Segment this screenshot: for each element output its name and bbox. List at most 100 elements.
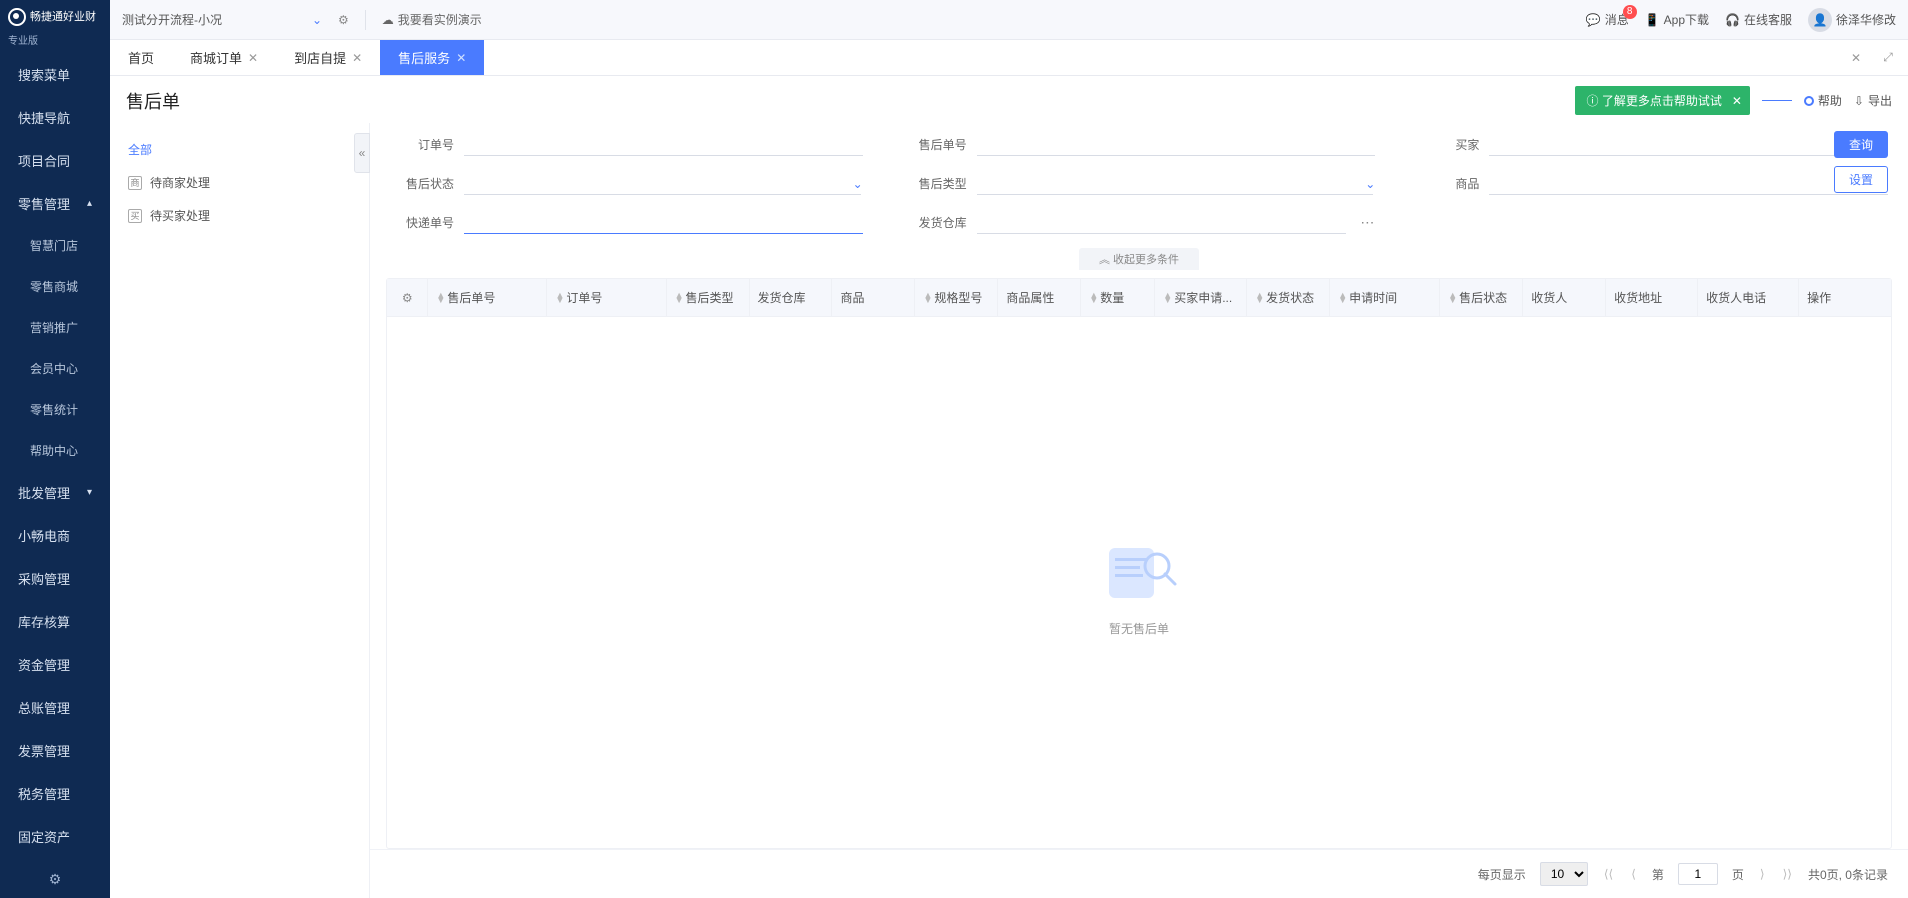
sidebar-item[interactable]: 税务管理 — [0, 772, 110, 815]
column-header[interactable]: ▲▼发货状态 — [1247, 279, 1330, 316]
sort-icon: ▲▼ — [1089, 293, 1098, 303]
next-page-button[interactable]: ⟩ — [1758, 867, 1767, 881]
column-header[interactable]: ▲▼售后状态 — [1440, 279, 1523, 316]
input-after-no[interactable] — [977, 133, 1376, 156]
column-label: 售后单号 — [447, 289, 495, 306]
sidebar-item-label: 发票管理 — [18, 741, 70, 760]
support-button[interactable]: 🎧 在线客服 — [1725, 11, 1792, 28]
column-label: 商品属性 — [1006, 289, 1054, 306]
column-header[interactable]: ▲▼订单号 — [547, 279, 666, 316]
sidebar-item-label: 项目合同 — [18, 151, 70, 170]
pagination: 每页显示 10 ⟨⟨ ⟨ 第 页 ⟩ ⟩⟩ 共0页, 0条记录 — [370, 849, 1908, 898]
user-menu[interactable]: 👤 徐泽华修改 — [1808, 8, 1896, 32]
column-header[interactable]: 商品 — [832, 279, 915, 316]
collapse-panel-button[interactable]: « — [354, 133, 370, 173]
select-after-status[interactable] — [464, 172, 861, 195]
empty-text: 暂无售后单 — [1109, 620, 1169, 637]
sidebar-item[interactable]: 批发管理▾ — [0, 471, 110, 514]
column-header[interactable]: 收货人电话 — [1698, 279, 1799, 316]
page-header: 售后单 ⓘ 了解更多点击帮助试试 ✕ 帮助 ⇩ 导出 — [110, 76, 1908, 123]
sidebar-item[interactable]: 零售统计 — [0, 389, 110, 430]
messages-button[interactable]: 💬 消息 8 — [1586, 11, 1629, 28]
demo-link[interactable]: ☁ 我要看实例演示 — [382, 11, 482, 28]
sidebar-item[interactable]: 搜索菜单 — [0, 53, 110, 96]
input-express-no[interactable] — [464, 211, 863, 234]
column-header[interactable]: ▲▼数量 — [1081, 279, 1155, 316]
sidebar-item[interactable]: 资金管理 — [0, 643, 110, 686]
category-all[interactable]: 全部 — [110, 133, 369, 166]
sidebar-item[interactable]: 零售管理▴ — [0, 182, 110, 225]
column-header[interactable]: 商品属性 — [998, 279, 1081, 316]
sidebar-item-label: 会员中心 — [30, 360, 78, 377]
tab[interactable]: 到店自提✕ — [276, 40, 380, 75]
messages-badge: 8 — [1623, 5, 1637, 19]
tab[interactable]: 首页 — [110, 40, 172, 75]
column-label: 收货人 — [1531, 289, 1567, 306]
sidebar-item[interactable]: 采购管理 — [0, 557, 110, 600]
category-pending-buyer[interactable]: 买 待买家处理 — [110, 199, 369, 232]
input-product[interactable] — [1489, 172, 1888, 195]
close-icon[interactable]: ✕ — [352, 51, 362, 65]
column-settings-button[interactable]: ⚙ — [387, 279, 428, 316]
page-pre-label: 第 — [1652, 866, 1664, 883]
settings-button[interactable]: 设置 — [1834, 166, 1888, 193]
app-download-button[interactable]: 📱 App下载 — [1645, 11, 1709, 28]
sidebar-item[interactable]: 小畅电商 — [0, 514, 110, 557]
last-page-button[interactable]: ⟩⟩ — [1781, 867, 1794, 881]
sidebar-item-label: 固定资产 — [18, 827, 70, 846]
sidebar-item[interactable]: 项目合同 — [0, 139, 110, 182]
close-icon[interactable]: ✕ — [248, 51, 258, 65]
column-header[interactable]: 操作 — [1799, 279, 1891, 316]
column-header[interactable]: 收货人 — [1523, 279, 1606, 316]
first-page-button[interactable]: ⟨⟨ — [1602, 867, 1615, 881]
export-link[interactable]: ⇩ 导出 — [1854, 92, 1892, 109]
input-ship-warehouse[interactable] — [977, 211, 1347, 234]
label-after-type: 售后类型 — [903, 175, 967, 192]
column-header[interactable]: ▲▼申请时间 — [1330, 279, 1440, 316]
input-order-no[interactable] — [464, 133, 863, 156]
column-header[interactable]: ▲▼售后类型 — [667, 279, 750, 316]
query-button[interactable]: 查询 — [1834, 131, 1888, 158]
sidebar-settings-icon[interactable]: ⚙ — [0, 861, 110, 898]
more-icon[interactable]: ⋯ — [1360, 214, 1375, 231]
column-header[interactable]: 发货仓库 — [750, 279, 833, 316]
input-buyer[interactable] — [1489, 133, 1859, 156]
close-icon[interactable]: ✕ — [456, 51, 466, 65]
tab-expand-button[interactable]: ⤢ — [1876, 50, 1900, 65]
help-link[interactable]: 帮助 — [1804, 92, 1842, 109]
field-product: 商品 — [1415, 172, 1888, 195]
field-after-status: 售后状态 ⌄ — [390, 172, 863, 195]
tab[interactable]: 售后服务✕ — [380, 40, 484, 75]
page-input[interactable] — [1678, 863, 1718, 885]
sidebar-item[interactable]: 总账管理 — [0, 686, 110, 729]
sidebar-item[interactable]: 会员中心 — [0, 348, 110, 389]
column-header[interactable]: ▲▼买家申请... — [1155, 279, 1247, 316]
column-header[interactable]: ▲▼规格型号 — [915, 279, 998, 316]
column-label: 收货人电话 — [1706, 289, 1766, 306]
sidebar-item[interactable]: 智慧门店 — [0, 225, 110, 266]
sidebar-item[interactable]: 快捷导航 — [0, 96, 110, 139]
tab-close-all-button[interactable]: ✕ — [1844, 51, 1868, 65]
sidebar-item[interactable]: 发票管理 — [0, 729, 110, 772]
demo-label: 我要看实例演示 — [398, 11, 482, 28]
column-header[interactable]: ▲▼售后单号 — [428, 279, 547, 316]
sidebar-item[interactable]: 库存核算 — [0, 600, 110, 643]
sort-icon: ▲▼ — [1338, 293, 1347, 303]
sidebar-item[interactable]: 零售商城 — [0, 266, 110, 307]
category-pending-merchant[interactable]: 商 待商家处理 — [110, 166, 369, 199]
sidebar-item[interactable]: 营销推广 — [0, 307, 110, 348]
collapse-filters-button[interactable]: ︽ 收起更多条件 — [1079, 248, 1199, 270]
page-size-select[interactable]: 10 — [1540, 862, 1588, 886]
org-selector[interactable]: 测试分开流程-小况 ⌄ — [122, 11, 322, 28]
column-header[interactable]: 收货地址 — [1606, 279, 1698, 316]
prev-page-button[interactable]: ⟨ — [1629, 867, 1638, 881]
org-name: 测试分开流程-小况 — [122, 11, 222, 28]
tab[interactable]: 商城订单✕ — [172, 40, 276, 75]
sidebar-item[interactable]: 帮助中心 — [0, 430, 110, 471]
gear-icon[interactable]: ⚙ — [338, 13, 349, 27]
select-after-type[interactable] — [977, 172, 1374, 195]
sort-icon: ▲▼ — [436, 293, 445, 303]
sidebar-item[interactable]: 固定资产 — [0, 815, 110, 858]
close-icon[interactable]: ✕ — [1732, 94, 1742, 108]
user-name: 徐泽华修改 — [1836, 11, 1896, 28]
